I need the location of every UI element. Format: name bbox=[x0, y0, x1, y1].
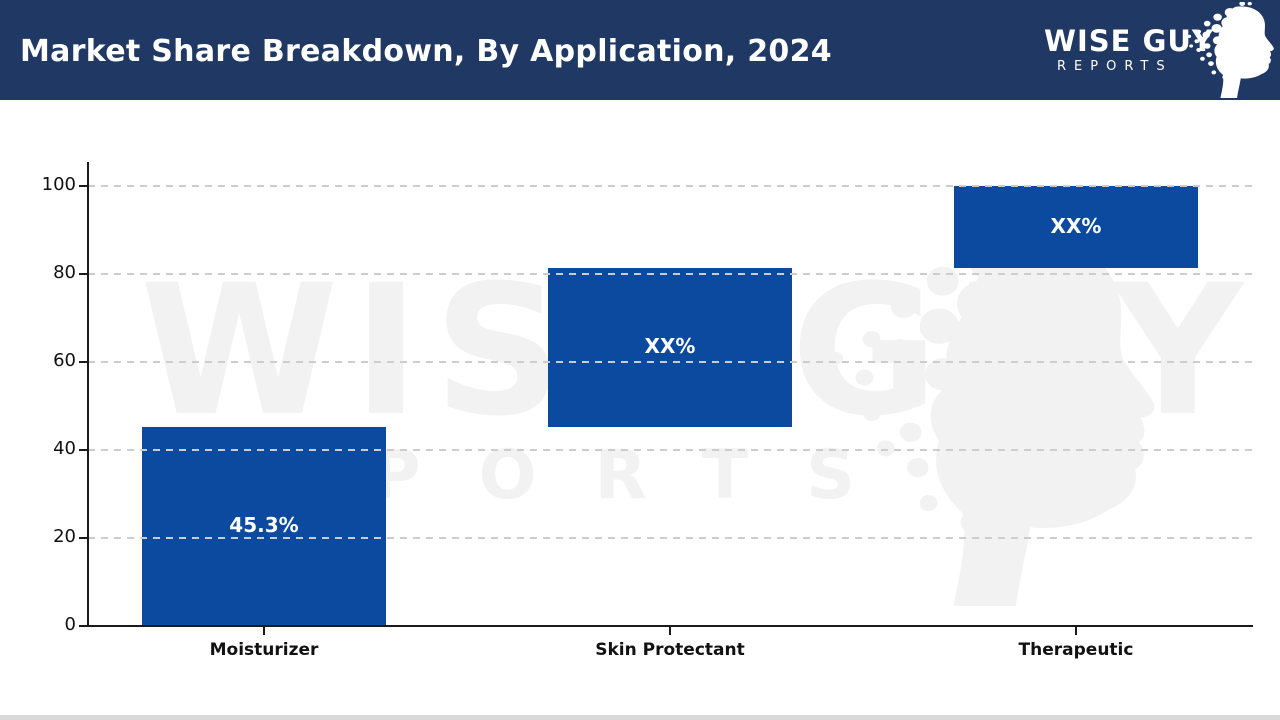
bar-value-label: XX% bbox=[1050, 214, 1102, 239]
gridline-100 bbox=[88, 185, 1253, 187]
x-tick-1 bbox=[263, 627, 265, 635]
logo-subtext: REPORTS bbox=[1057, 59, 1173, 74]
x-axis bbox=[87, 625, 1253, 627]
x-tick-2 bbox=[669, 627, 671, 635]
y-axis bbox=[87, 162, 89, 627]
y-tick-20 bbox=[79, 537, 88, 539]
y-tick-40 bbox=[79, 449, 88, 451]
category-label-3: Therapeutic bbox=[1018, 640, 1134, 660]
footer-strip bbox=[0, 715, 1280, 720]
y-tick-label: 100 bbox=[41, 174, 76, 195]
y-tick-0 bbox=[79, 625, 88, 627]
gridline-20 bbox=[88, 537, 1253, 539]
bar-moisturizer bbox=[142, 426, 386, 626]
y-tick-80 bbox=[79, 273, 88, 275]
header-bar: Market Share Breakdown, By Application, … bbox=[0, 0, 1280, 100]
logo-wordmark: WISE GUY bbox=[1044, 24, 1214, 58]
y-tick-label: 0 bbox=[64, 614, 76, 635]
gridline-40 bbox=[88, 449, 1253, 451]
bar-therapeutic bbox=[954, 186, 1198, 269]
bar-skin-protectant bbox=[548, 268, 792, 427]
category-label-2: Skin Protectant bbox=[595, 640, 745, 660]
y-tick-label: 80 bbox=[53, 262, 76, 283]
x-tick-3 bbox=[1075, 627, 1077, 635]
category-label-1: Moisturizer bbox=[209, 640, 319, 660]
bar-value-label: 45.3% bbox=[229, 513, 299, 538]
watermark-face-icon bbox=[828, 220, 1155, 606]
gridline-60 bbox=[88, 361, 1253, 363]
page-title: Market Share Breakdown, By Application, … bbox=[20, 34, 832, 69]
gridline-80 bbox=[88, 273, 1253, 275]
y-tick-label: 20 bbox=[53, 526, 76, 547]
bar-value-label: XX% bbox=[644, 334, 696, 359]
y-tick-label: 40 bbox=[53, 438, 76, 459]
y-tick-60 bbox=[79, 361, 88, 363]
y-tick-label: 60 bbox=[53, 350, 76, 371]
y-tick-100 bbox=[79, 185, 88, 187]
logo-face-icon bbox=[1187, 2, 1274, 98]
